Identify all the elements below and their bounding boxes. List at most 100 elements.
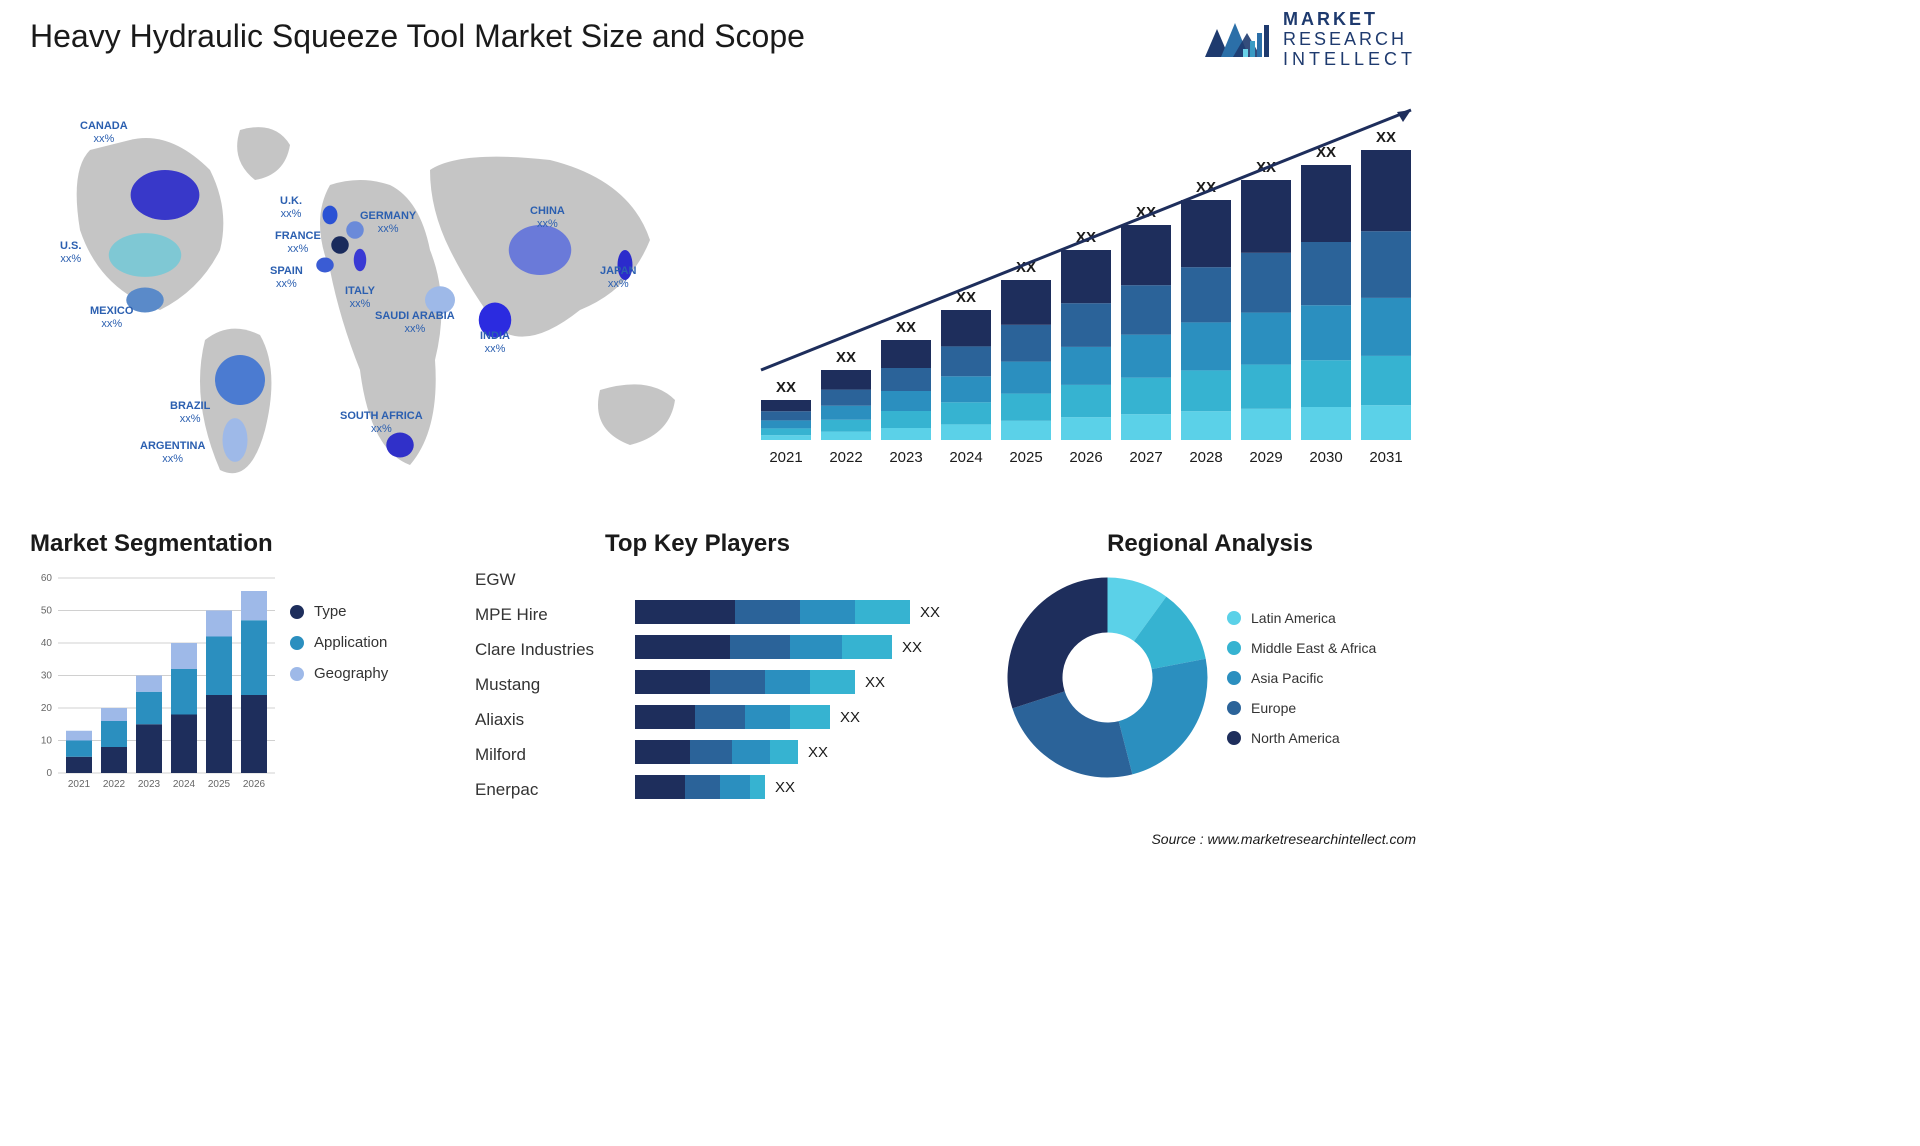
map-label: SOUTH AFRICAxx% [340,410,423,436]
legend-dot-icon [1227,731,1241,745]
svg-text:2029: 2029 [1249,449,1282,466]
key-player-bar-row: XX [635,775,940,799]
svg-text:2027: 2027 [1129,449,1162,466]
legend-label: Application [314,634,387,651]
legend-item: Latin America [1227,610,1376,626]
svg-text:10: 10 [41,736,53,747]
map-label: ARGENTINAxx% [140,440,205,466]
svg-text:2026: 2026 [1069,449,1102,466]
legend-item: North America [1227,730,1376,746]
legend-label: Middle East & Africa [1251,640,1376,656]
key-players-labels: EGW MPE Hire Clare Industries Mustang Aliaxi… [475,570,615,804]
key-player-value: XX [840,709,860,726]
svg-text:2022: 2022 [829,449,862,466]
regional-donut [1000,570,1215,785]
legend-dot-icon [1227,671,1241,685]
bar-segment [635,600,735,624]
key-player-value: XX [865,674,885,691]
bar-segment [730,635,790,659]
bar-segment [690,740,732,764]
legend-item: Middle East & Africa [1227,640,1376,656]
bar-segment [842,635,892,659]
legend-label: Geography [314,665,388,682]
svg-text:2024: 2024 [949,449,982,466]
map-label: SPAINxx% [270,265,303,291]
world-map: CANADAxx%U.S.xx%MEXICOxx%BRAZILxx%ARGENT… [30,90,730,490]
map-label: ITALYxx% [345,285,375,311]
key-player-value: XX [808,744,828,761]
key-player-label: Mustang [475,675,615,699]
map-label: CHINAxx% [530,205,565,231]
key-player-bar-row: XX [635,600,940,624]
svg-text:2025: 2025 [208,779,231,790]
bar-segment [685,775,720,799]
svg-text:2023: 2023 [138,779,161,790]
key-player-label: Clare Industries [475,640,615,664]
brand-logo: MARKET RESEARCH INTELLECT [1203,10,1416,69]
key-player-label: Aliaxis [475,710,615,734]
regional-legend: Latin America Middle East & Africa Asia Pa… [1227,610,1376,746]
svg-text:2026: 2026 [243,779,266,790]
bar-segment [635,705,695,729]
key-players-title: Top Key Players [605,530,975,558]
bar-segment [750,775,765,799]
legend-item: Europe [1227,700,1376,716]
logo-text: MARKET RESEARCH INTELLECT [1283,10,1416,69]
key-player-bar [635,775,765,799]
key-player-label: MPE Hire [475,605,615,629]
key-player-value: XX [920,604,940,621]
map-label: CANADAxx% [80,120,128,146]
legend-dot-icon [290,636,304,650]
bar-segment [800,600,855,624]
svg-text:2023: 2023 [889,449,922,466]
svg-text:XX: XX [896,319,916,336]
key-player-label: EGW [475,570,615,594]
legend-item: Type [290,603,388,620]
bar-segment [770,740,798,764]
logo-line3: INTELLECT [1283,50,1416,70]
legend-item: Geography [290,665,388,682]
svg-text:2028: 2028 [1189,449,1222,466]
legend-dot-icon [290,667,304,681]
key-player-bar [635,740,798,764]
legend-label: Type [314,603,347,620]
svg-text:50: 50 [41,606,53,617]
svg-text:2021: 2021 [68,779,91,790]
legend-item: Application [290,634,388,651]
legend-label: North America [1251,730,1340,746]
svg-text:60: 60 [41,573,53,584]
svg-text:2030: 2030 [1309,449,1342,466]
key-player-bar [635,705,830,729]
logo-mark-icon [1203,15,1273,65]
legend-item: Asia Pacific [1227,670,1376,686]
regional-section: Regional Analysis Latin AmericaMiddle Ea… [1000,530,1420,785]
bar-segment [635,670,710,694]
key-players-bars: XXXXXXXXXXXX [635,570,940,804]
map-label: MEXICOxx% [90,305,133,331]
bar-segment [735,600,800,624]
legend-label: Europe [1251,700,1296,716]
map-label: INDIAxx% [480,330,510,356]
svg-text:30: 30 [41,671,53,682]
legend-dot-icon [1227,611,1241,625]
svg-text:2022: 2022 [103,779,126,790]
logo-line2: RESEARCH [1283,30,1416,50]
bar-segment [720,775,750,799]
legend-label: Latin America [1251,610,1336,626]
key-player-bar-row: XX [635,670,940,694]
bar-segment [810,670,855,694]
map-label: JAPANxx% [600,265,636,291]
segmentation-legend: Type Application Geography [290,573,388,798]
svg-text:XX: XX [1376,129,1396,146]
map-label: SAUDI ARABIAxx% [375,310,455,336]
bar-segment [765,670,810,694]
bar-segment [745,705,790,729]
bar-segment [710,670,765,694]
svg-text:2031: 2031 [1369,449,1402,466]
bar-segment [635,775,685,799]
key-player-bar [635,670,855,694]
bar-segment [635,740,690,764]
key-player-bar [635,600,910,624]
bar-segment [790,705,830,729]
bar-segment [855,600,910,624]
